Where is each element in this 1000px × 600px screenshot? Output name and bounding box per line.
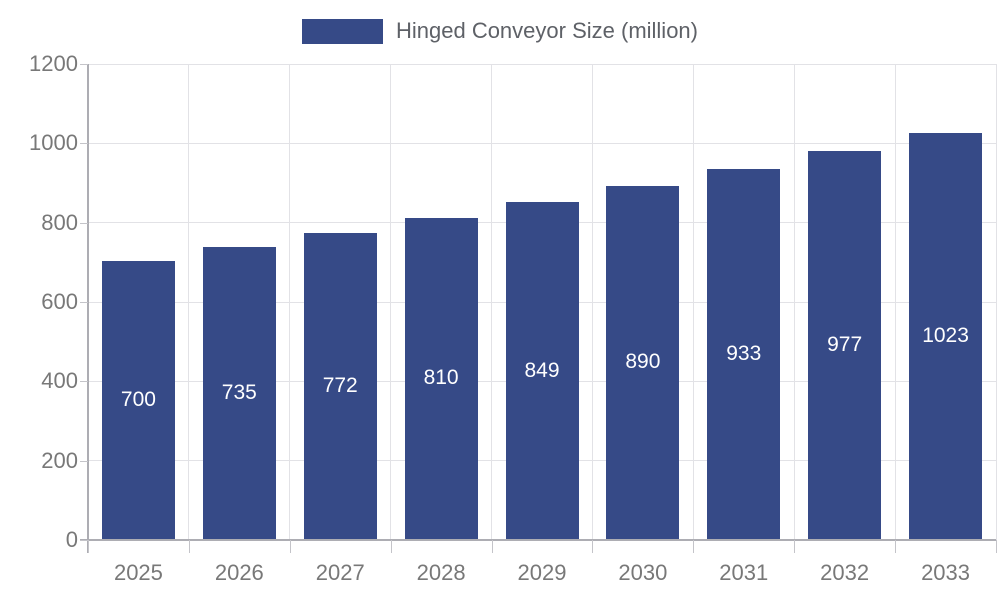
bar-2027: 772 xyxy=(303,232,377,539)
x-axis-tick-label: 2030 xyxy=(618,560,668,585)
y-axis-line xyxy=(87,64,89,553)
v-gridline xyxy=(188,64,190,540)
x-axis-tick xyxy=(491,540,493,553)
x-axis-tick-label: 2027 xyxy=(315,560,365,585)
v-gridline xyxy=(591,64,593,540)
y-axis-tick xyxy=(80,302,88,303)
x-axis-tick xyxy=(289,540,291,553)
y-axis-tick-label: 800 xyxy=(41,209,78,235)
h-gridline xyxy=(88,142,996,144)
v-gridline xyxy=(894,64,896,540)
bar-2031: 933 xyxy=(707,168,781,539)
bar-2032: 977 xyxy=(808,151,882,539)
x-axis-tick xyxy=(390,540,392,553)
x-axis-tick-label: 2026 xyxy=(214,560,264,585)
y-axis-tick xyxy=(80,460,88,462)
x-axis-tick xyxy=(88,540,89,553)
v-gridline xyxy=(289,64,291,540)
v-gridline xyxy=(692,64,694,540)
y-axis-tick-label: 600 xyxy=(41,289,78,314)
v-gridline xyxy=(491,64,493,540)
bar-value-label: 849 xyxy=(524,358,560,382)
x-axis-tick xyxy=(794,540,796,553)
v-gridline xyxy=(390,64,392,540)
x-axis-line xyxy=(80,539,996,541)
x-axis-tick-label: 2033 xyxy=(921,560,971,585)
x-axis-tick xyxy=(693,540,695,553)
y-axis-tick-label: 0 xyxy=(65,527,78,552)
v-gridline xyxy=(793,64,795,540)
y-axis-tick-label: 200 xyxy=(41,447,78,473)
y-axis-tick xyxy=(80,222,88,224)
x-axis-tick-label: 2032 xyxy=(820,560,870,585)
x-axis-tick-label: 2029 xyxy=(517,560,567,585)
bar-value-label: 890 xyxy=(625,350,661,374)
legend-label: Hinged Conveyor Size (million) xyxy=(395,18,698,43)
x-axis-tick xyxy=(592,540,594,553)
bar-2025: 700 xyxy=(101,261,175,539)
x-axis-tick xyxy=(996,540,997,553)
x-axis-tick-label: 2028 xyxy=(416,560,466,585)
bar-2028: 810 xyxy=(404,217,478,539)
bar-2033: 1023 xyxy=(909,133,983,539)
x-axis-tick-label: 2025 xyxy=(113,560,163,585)
y-axis-tick xyxy=(80,540,88,541)
bar-2029: 849 xyxy=(505,202,579,539)
bar-value-label: 1023 xyxy=(922,324,969,348)
y-axis-tick-label: 1000 xyxy=(29,130,78,156)
x-axis-tick-label: 2031 xyxy=(719,560,769,585)
y-axis-tick xyxy=(80,143,88,145)
bar-value-label: 977 xyxy=(827,333,863,357)
y-axis-tick xyxy=(80,64,88,65)
x-axis-tick xyxy=(188,540,190,553)
x-axis-tick xyxy=(895,540,897,553)
bar-value-label: 735 xyxy=(221,381,257,405)
bar-value-label: 772 xyxy=(322,373,358,397)
legend[interactable]: Hinged Conveyor Size (million) xyxy=(0,17,1000,45)
y-axis-tick xyxy=(80,381,88,383)
bar-2030: 890 xyxy=(606,185,680,539)
legend-swatch-icon xyxy=(301,18,383,44)
bar-value-label: 700 xyxy=(120,388,156,412)
y-axis-tick-label: 1200 xyxy=(29,51,78,76)
bar-2026: 735 xyxy=(202,247,276,539)
y-axis-tick-label: 400 xyxy=(41,368,78,394)
h-gridline xyxy=(88,63,996,65)
bar-value-label: 810 xyxy=(423,366,459,390)
v-gridline xyxy=(995,64,997,540)
bar-value-label: 933 xyxy=(726,341,762,365)
plot-area: 700 735 772 810 849 890 933 977 1023 xyxy=(88,63,997,540)
